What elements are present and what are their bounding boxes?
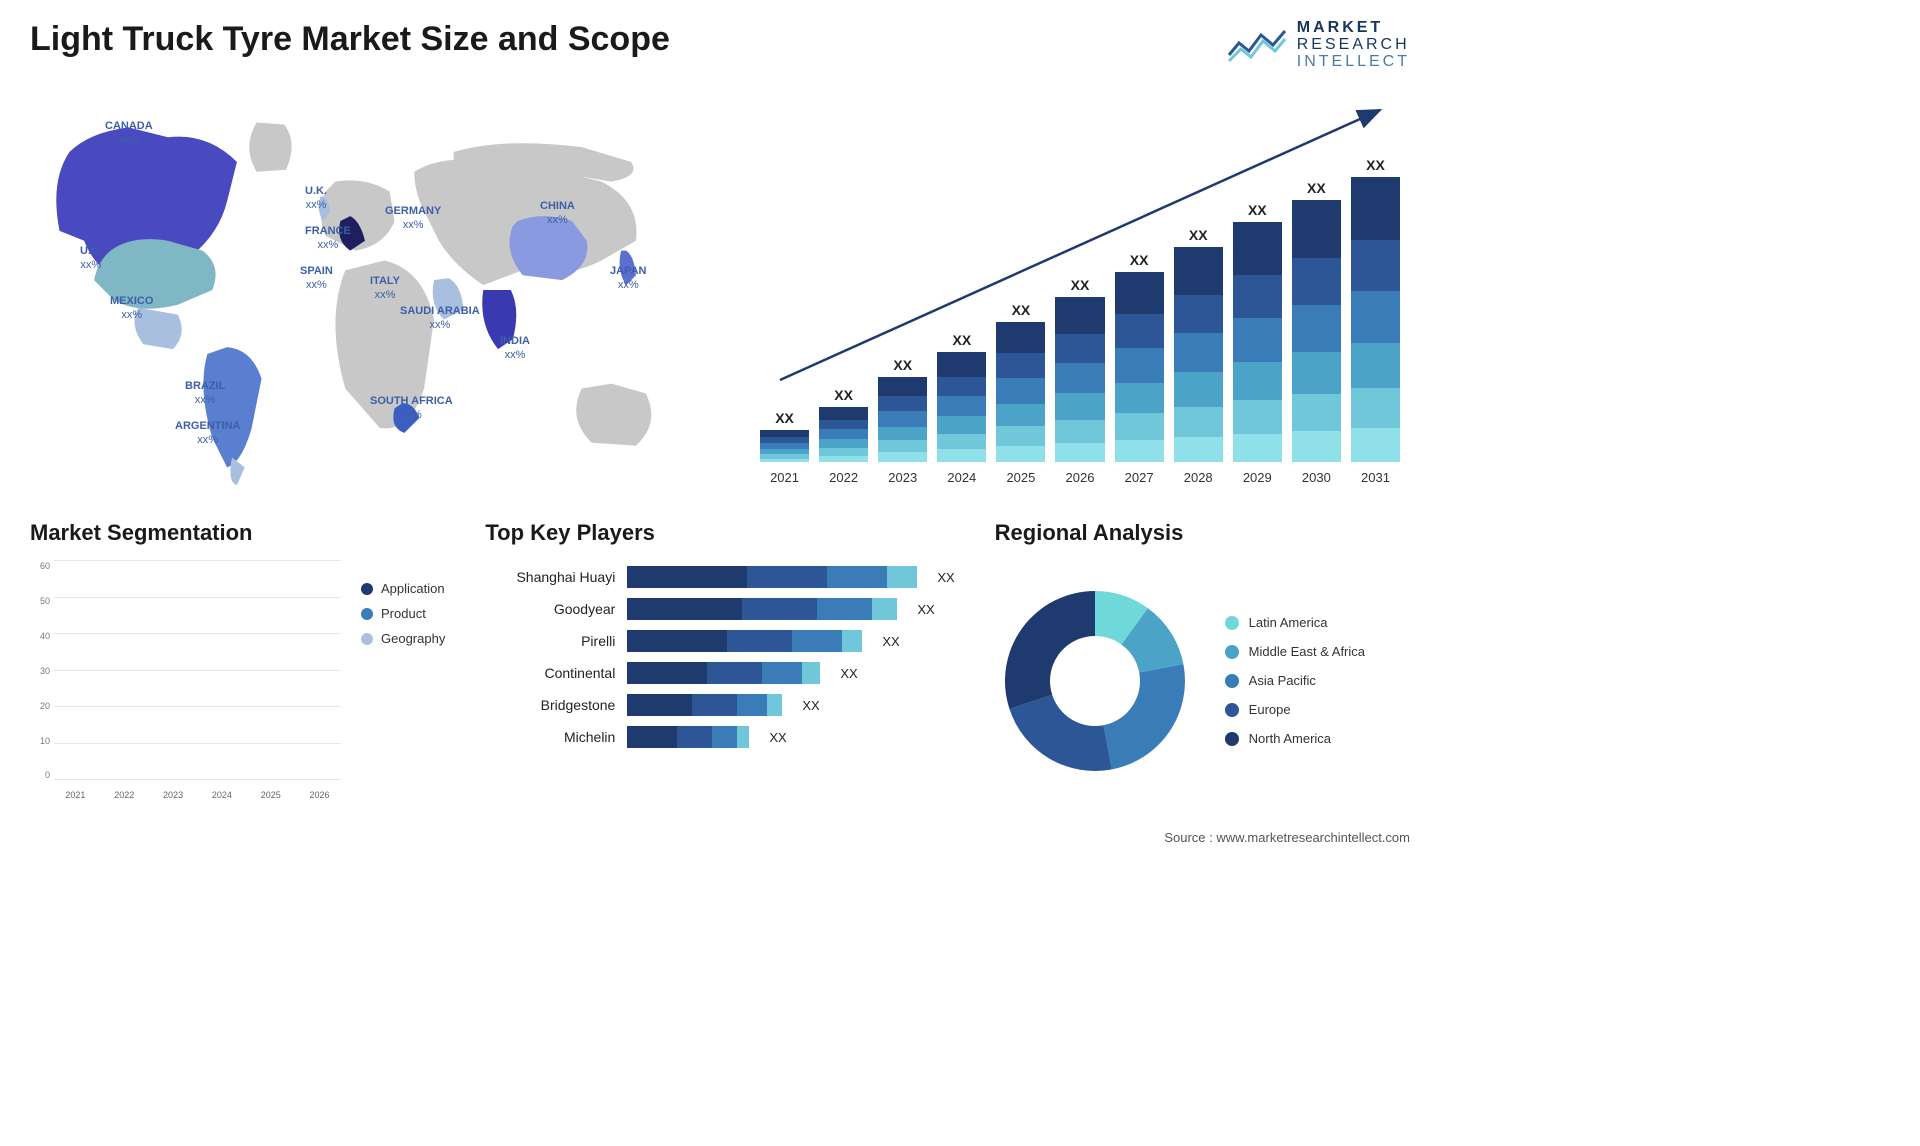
seg-legend-item: Product (361, 606, 445, 621)
growth-bar-2028: XX (1174, 227, 1223, 462)
logo-text-2: RESEARCH (1297, 37, 1410, 54)
donut-slice (1009, 695, 1111, 771)
player-name: Michelin (485, 729, 615, 745)
player-row: Shanghai Huayi XX (485, 566, 954, 588)
map-label-brazil: BRAZILxx% (185, 380, 225, 406)
growth-xlabel: 2022 (819, 470, 868, 485)
growth-bar-value: XX (1012, 302, 1031, 318)
growth-bar-2023: XX (878, 357, 927, 462)
regional-legend-item: Latin America (1225, 615, 1365, 630)
player-name: Bridgestone (485, 697, 615, 713)
player-name: Shanghai Huayi (485, 569, 615, 585)
segmentation-panel: Market Segmentation 6050403020100 202120… (30, 520, 445, 800)
players-title: Top Key Players (485, 520, 954, 546)
growth-bar-value: XX (1130, 252, 1149, 268)
regional-title: Regional Analysis (995, 520, 1410, 546)
growth-bar-2021: XX (760, 410, 809, 462)
growth-bar-value: XX (1189, 227, 1208, 243)
seg-legend-item: Application (361, 581, 445, 596)
player-row: Pirelli XX (485, 630, 954, 652)
player-value: XX (840, 666, 857, 681)
player-value: XX (917, 602, 934, 617)
growth-bar-2029: XX (1233, 202, 1282, 462)
world-map-panel: CANADAxx% U.S.xx% MEXICOxx% BRAZILxx% ARGENT… (30, 90, 700, 490)
growth-xlabel: 2024 (937, 470, 986, 485)
growth-bar-2027: XX (1115, 252, 1164, 462)
growth-chart-panel: XX XX XX XX XX XX XX XX XX XX XX 2021 2022 2023 2024 2… (740, 90, 1410, 490)
map-label-mexico: MEXICOxx% (110, 295, 153, 321)
regional-donut (995, 581, 1195, 781)
seg-legend-item: Geography (361, 631, 445, 646)
map-label-saudi-arabia: SAUDI ARABIAxx% (400, 305, 480, 331)
growth-xlabel: 2026 (1055, 470, 1104, 485)
donut-slice (1103, 664, 1185, 769)
player-value: XX (882, 634, 899, 649)
growth-bar-2030: XX (1292, 180, 1341, 462)
regional-legend-item: Middle East & Africa (1225, 644, 1365, 659)
logo-text-1: MARKET (1297, 20, 1410, 37)
regional-panel: Regional Analysis Latin America Middle Ea… (995, 520, 1410, 800)
player-row: Michelin XX (485, 726, 954, 748)
growth-xlabel: 2027 (1115, 470, 1164, 485)
growth-bar-value: XX (1366, 157, 1385, 173)
segmentation-title: Market Segmentation (30, 520, 445, 546)
player-row: Bridgestone XX (485, 694, 954, 716)
player-row: Continental XX (485, 662, 954, 684)
growth-xlabel: 2023 (878, 470, 927, 485)
player-value: XX (769, 730, 786, 745)
regional-legend-item: North America (1225, 731, 1365, 746)
player-row: Goodyear XX (485, 598, 954, 620)
growth-bar-2031: XX (1351, 157, 1400, 462)
source-attribution: Source : www.marketresearchintellect.com (1164, 830, 1410, 845)
growth-bar-value: XX (1248, 202, 1267, 218)
regional-legend-item: Europe (1225, 702, 1365, 717)
logo-text-3: INTELLECT (1297, 54, 1410, 71)
growth-bar-value: XX (834, 387, 853, 403)
growth-bar-2026: XX (1055, 277, 1104, 462)
growth-xlabel: 2028 (1174, 470, 1223, 485)
growth-xlabel: 2029 (1233, 470, 1282, 485)
players-panel: Top Key Players Shanghai HuayiXXGoodyear… (485, 520, 954, 800)
logo-icon (1227, 25, 1287, 65)
regional-legend-item: Asia Pacific (1225, 673, 1365, 688)
growth-bar-value: XX (952, 332, 971, 348)
player-value: XX (802, 698, 819, 713)
growth-xlabel: 2030 (1292, 470, 1341, 485)
map-label-japan: JAPANxx% (610, 265, 646, 291)
map-label-canada: CANADAxx% (105, 120, 153, 146)
map-label-argentina: ARGENTINAxx% (175, 420, 240, 446)
map-label-spain: SPAINxx% (300, 265, 333, 291)
growth-xlabel: 2031 (1351, 470, 1400, 485)
map-label-france: FRANCExx% (305, 225, 351, 251)
growth-xlabel: 2021 (760, 470, 809, 485)
brand-logo: MARKET RESEARCH INTELLECT (1227, 20, 1410, 70)
growth-bar-value: XX (893, 357, 912, 373)
page-title: Light Truck Tyre Market Size and Scope (30, 20, 670, 59)
map-label-india: INDIAxx% (500, 335, 530, 361)
player-name: Pirelli (485, 633, 615, 649)
growth-bar-value: XX (1071, 277, 1090, 293)
growth-bar-2022: XX (819, 387, 868, 462)
player-name: Continental (485, 665, 615, 681)
player-name: Goodyear (485, 601, 615, 617)
player-value: XX (937, 570, 954, 585)
map-label-south-africa: SOUTH AFRICAxx% (370, 395, 453, 421)
map-label-italy: ITALYxx% (370, 275, 400, 301)
growth-bar-2024: XX (937, 332, 986, 462)
map-label-u-s-: U.S.xx% (80, 245, 101, 271)
world-map (30, 90, 700, 490)
growth-xlabel: 2025 (996, 470, 1045, 485)
growth-bar-value: XX (775, 410, 794, 426)
map-label-germany: GERMANYxx% (385, 205, 441, 231)
growth-bar-value: XX (1307, 180, 1326, 196)
donut-slice (1005, 591, 1095, 709)
map-label-u-k-: U.K.xx% (305, 185, 327, 211)
map-label-china: CHINAxx% (540, 200, 575, 226)
growth-bar-2025: XX (996, 302, 1045, 462)
